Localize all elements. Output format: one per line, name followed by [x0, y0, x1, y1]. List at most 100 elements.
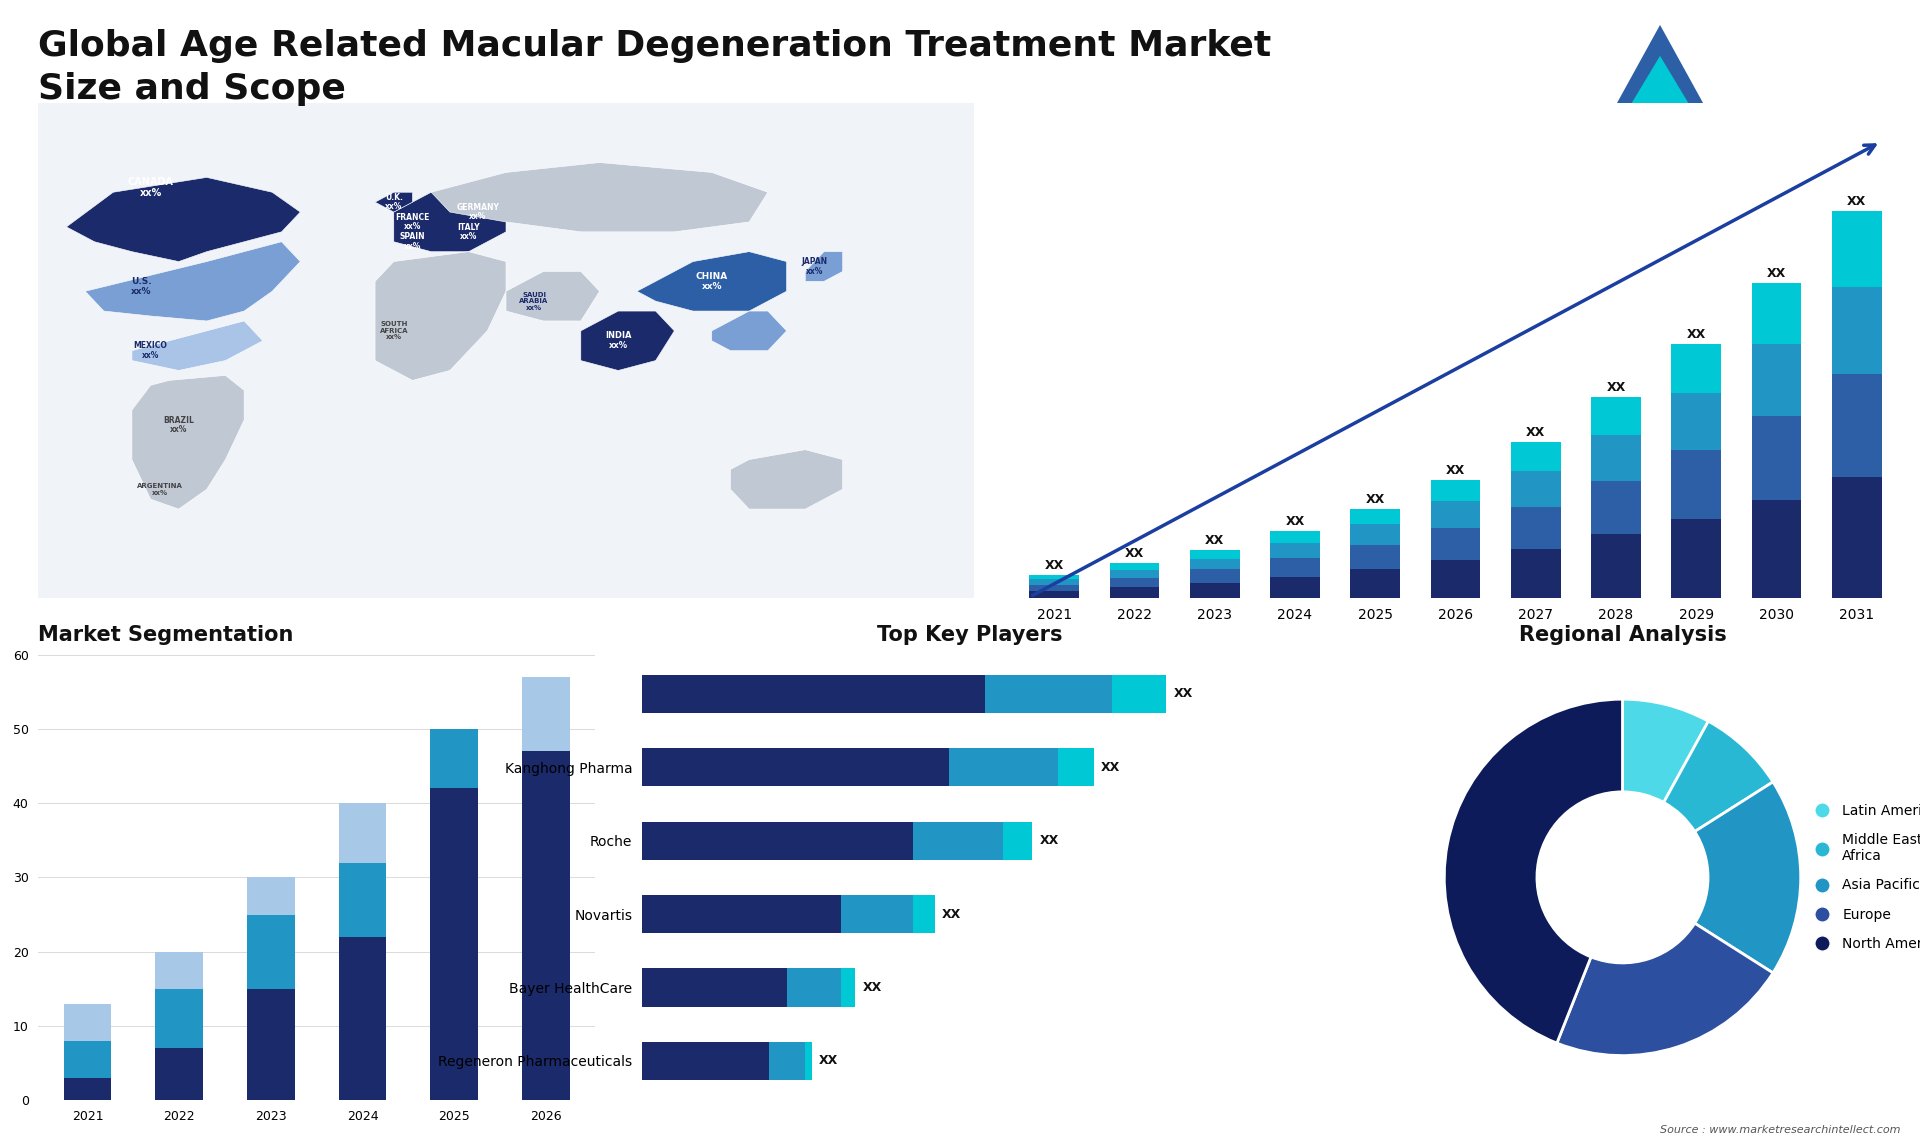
Bar — [1058, 748, 1094, 786]
Text: GERMANY
xx%: GERMANY xx% — [457, 203, 499, 221]
Bar — [1029, 584, 1079, 590]
Text: Market Segmentation: Market Segmentation — [38, 625, 294, 645]
Text: XX: XX — [1125, 548, 1144, 560]
Text: XX: XX — [862, 981, 881, 994]
Bar — [1670, 518, 1720, 598]
Text: XX: XX — [1173, 688, 1192, 700]
Polygon shape — [804, 252, 843, 282]
Text: SAUDI
ARABIA
xx%: SAUDI ARABIA xx% — [520, 292, 549, 311]
Polygon shape — [374, 193, 413, 212]
Text: XX: XX — [1607, 382, 1626, 394]
Bar — [1592, 534, 1642, 598]
Text: XX: XX — [1044, 558, 1064, 572]
Text: U.S.
xx%: U.S. xx% — [131, 277, 152, 296]
Bar — [63, 1041, 111, 1078]
Legend: Application, Product, Geography: Application, Product, Geography — [647, 662, 772, 738]
Polygon shape — [132, 321, 263, 370]
Text: XX: XX — [1039, 834, 1058, 847]
Text: XX: XX — [1284, 516, 1304, 528]
Bar — [641, 822, 914, 860]
Polygon shape — [374, 252, 507, 380]
Bar — [1511, 508, 1561, 549]
Text: XX: XX — [943, 908, 962, 920]
Text: XX: XX — [1847, 196, 1866, 209]
Bar — [1430, 528, 1480, 560]
Bar — [430, 729, 478, 788]
Bar — [1110, 570, 1160, 578]
Bar — [522, 677, 570, 751]
Text: U.K.
xx%: U.K. xx% — [384, 193, 403, 212]
Bar — [1670, 450, 1720, 518]
Polygon shape — [730, 449, 843, 509]
Bar — [1004, 822, 1033, 860]
Bar — [641, 675, 985, 713]
Bar — [768, 1042, 804, 1080]
Polygon shape — [432, 163, 768, 231]
Polygon shape — [582, 311, 674, 370]
Text: XX: XX — [820, 1054, 839, 1067]
Bar — [1110, 578, 1160, 587]
Bar — [1112, 675, 1165, 713]
Text: RESEARCH: RESEARCH — [1726, 64, 1788, 73]
Text: INDIA
xx%: INDIA xx% — [605, 331, 632, 351]
Bar — [948, 748, 1058, 786]
Bar — [1430, 560, 1480, 598]
Bar — [1670, 344, 1720, 393]
Text: XX: XX — [1686, 328, 1705, 342]
Bar — [63, 1004, 111, 1041]
Text: ARGENTINA
xx%: ARGENTINA xx% — [136, 482, 182, 495]
Text: SPAIN
xx%: SPAIN xx% — [399, 233, 426, 251]
Text: JAPAN
xx%: JAPAN xx% — [801, 257, 828, 276]
Bar — [522, 751, 570, 1100]
Bar — [1271, 543, 1319, 558]
Bar — [1592, 398, 1642, 435]
Bar — [1029, 574, 1079, 579]
Text: CANADA
xx%: CANADA xx% — [129, 176, 173, 198]
Bar — [1511, 442, 1561, 471]
Bar — [1832, 288, 1882, 375]
Bar — [1350, 545, 1400, 570]
Bar — [804, 1042, 812, 1080]
Text: CHINA
xx%: CHINA xx% — [695, 272, 728, 291]
Text: BRAZIL
xx%: BRAZIL xx% — [163, 416, 194, 434]
Bar — [1029, 590, 1079, 598]
Bar — [841, 968, 854, 1006]
Text: XX: XX — [1206, 534, 1225, 547]
Bar — [156, 951, 204, 989]
Polygon shape — [394, 193, 507, 252]
Bar — [914, 895, 935, 933]
Text: Global Age Related Macular Degeneration Treatment Market
Size and Scope: Global Age Related Macular Degeneration … — [38, 29, 1271, 107]
Text: XX: XX — [1766, 267, 1786, 281]
Polygon shape — [1626, 56, 1693, 112]
Polygon shape — [507, 272, 599, 321]
Bar — [1832, 211, 1882, 288]
Bar — [1751, 283, 1801, 344]
Polygon shape — [637, 252, 787, 311]
Text: XX: XX — [1446, 464, 1465, 477]
Bar — [248, 915, 294, 989]
Bar — [787, 968, 841, 1006]
Bar — [1832, 375, 1882, 477]
Text: XX: XX — [1365, 493, 1384, 505]
Bar — [338, 863, 386, 936]
Title: Top Key Players: Top Key Players — [877, 625, 1062, 645]
Bar — [1271, 558, 1319, 576]
Bar — [338, 803, 386, 863]
Bar — [641, 895, 841, 933]
Bar — [1511, 471, 1561, 508]
Bar — [985, 675, 1112, 713]
Legend: Latin America, Middle East &
Africa, Asia Pacific, Europe, North America: Latin America, Middle East & Africa, Asi… — [1807, 803, 1920, 951]
Bar — [156, 989, 204, 1049]
Bar — [1430, 480, 1480, 501]
Bar — [248, 989, 294, 1100]
Bar — [1029, 579, 1079, 584]
Text: FRANCE
xx%: FRANCE xx% — [396, 213, 430, 231]
Text: MARKET: MARKET — [1726, 38, 1774, 48]
Bar — [1271, 576, 1319, 598]
Bar — [1350, 570, 1400, 598]
Bar — [1751, 500, 1801, 598]
Bar — [1190, 559, 1240, 570]
Text: Source : www.marketresearchintellect.com: Source : www.marketresearchintellect.com — [1661, 1124, 1901, 1135]
Bar — [248, 878, 294, 915]
Bar — [156, 1049, 204, 1100]
